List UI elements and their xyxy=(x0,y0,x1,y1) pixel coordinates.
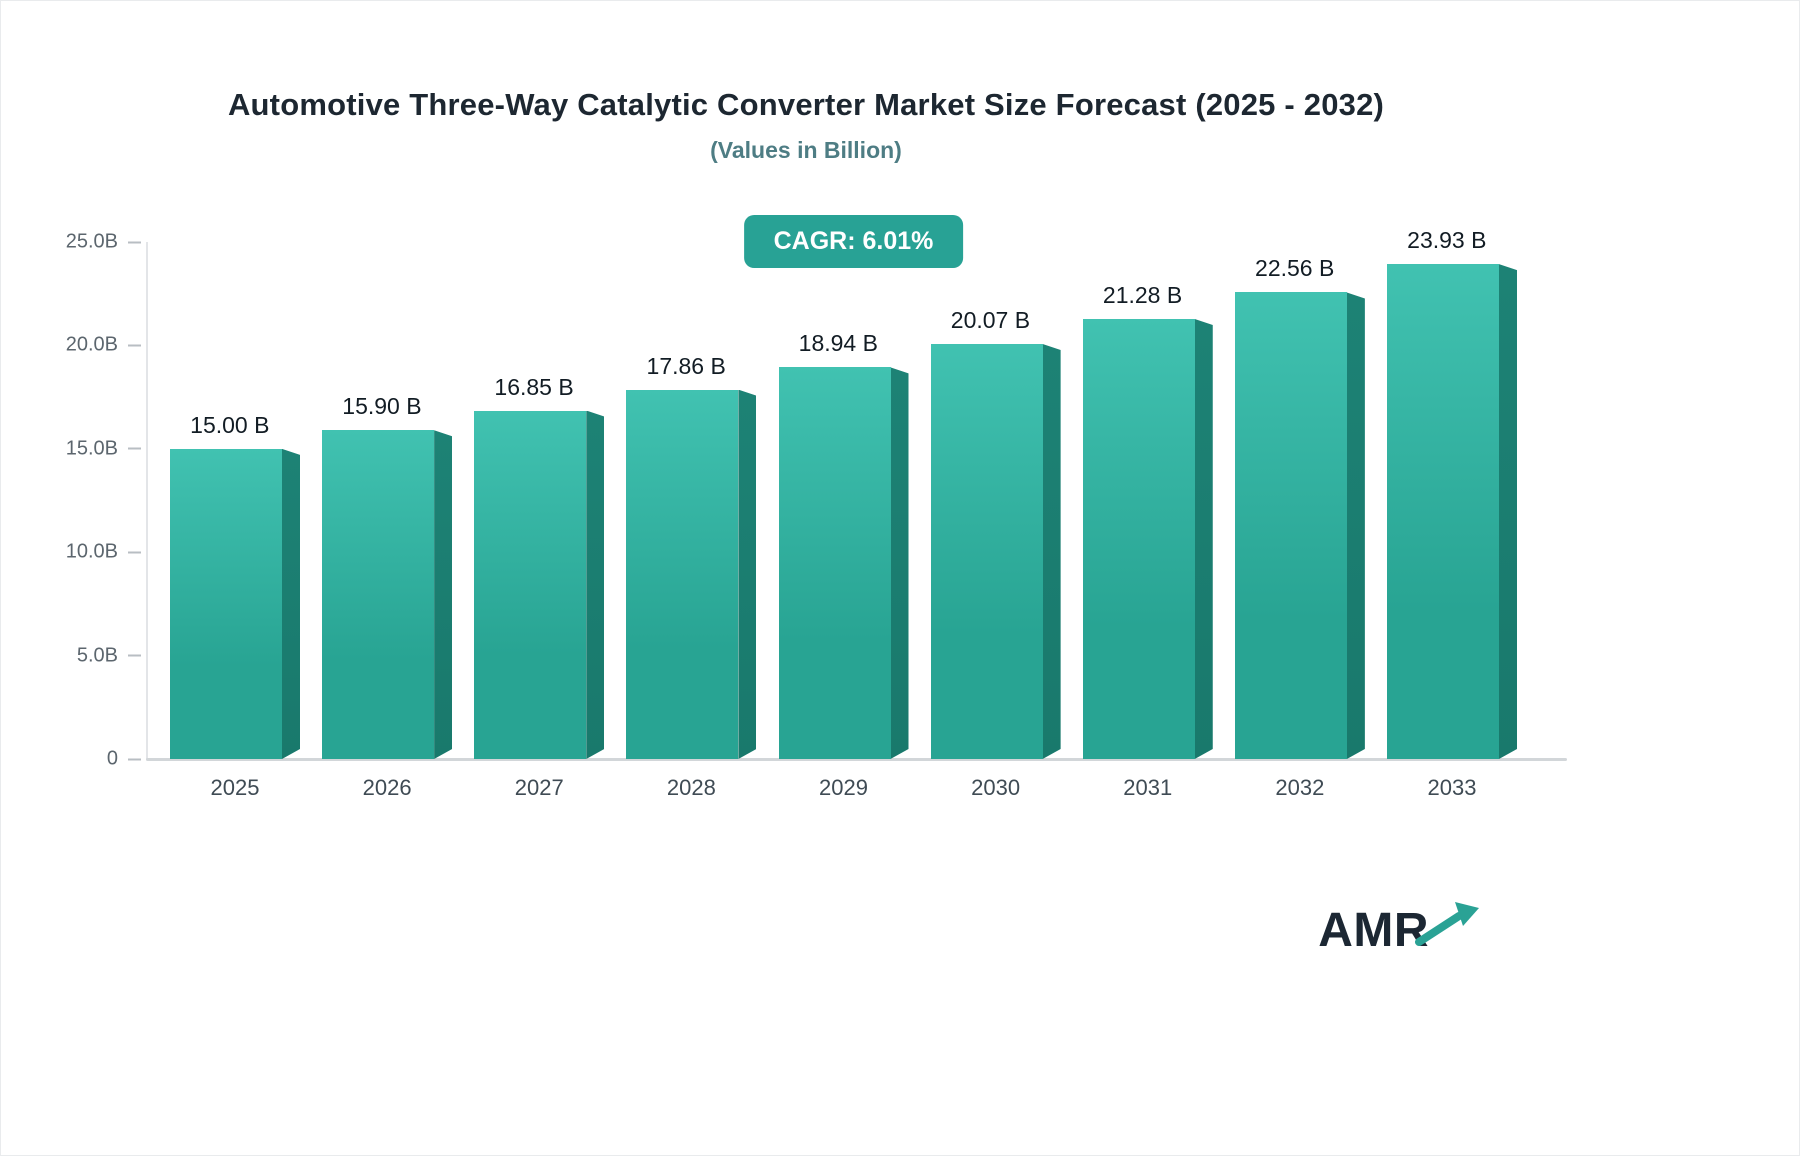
bar-side-face xyxy=(1499,264,1517,759)
x-axis-label: 2028 xyxy=(666,775,716,800)
y-axis-tick-mark xyxy=(128,344,141,347)
bar-chart: CAGR: 6.01% 0 5.0B 10.0B 15.0B 20.0B 25.0B 15… xyxy=(41,215,1571,801)
bar: 17.86 B xyxy=(626,353,756,759)
bar: 16.85 B xyxy=(474,374,604,759)
y-axis-tick-label: 10.0B xyxy=(65,540,118,563)
chart-title: Automotive Three-Way Catalytic Converter… xyxy=(227,87,1385,122)
x-axis-label: 2025 xyxy=(210,775,260,800)
x-axis-label: 2026 xyxy=(362,775,412,800)
x-axis-label: 2031 xyxy=(1123,775,1173,800)
bar-value-label: 15.90 B xyxy=(342,393,422,420)
bar-value-label: 21.28 B xyxy=(1102,281,1183,308)
y-axis-tick-label: 0 xyxy=(106,747,118,770)
y-axis-tick-mark xyxy=(128,241,141,243)
chart-subtitle: (Values in Billion) xyxy=(710,137,902,163)
x-axis-line xyxy=(146,758,1567,761)
bar-side-face xyxy=(434,430,452,759)
bar-side-face xyxy=(891,367,909,759)
brand-logo-text: AMR xyxy=(1318,904,1429,957)
y-axis-tick-label: 20.0B xyxy=(65,333,118,356)
y-axis-tick-label: 25.0B xyxy=(65,230,118,253)
x-axis-label: 2033 xyxy=(1427,775,1477,800)
y-axis-tick-mark xyxy=(128,758,141,760)
chart-container: Automotive Three-Way Catalytic Converter… xyxy=(41,1,1571,801)
bars: 15.00 B 15.90 B 16.85 B 17.86 B 18.94 B 20.07… xyxy=(146,227,1561,759)
bar-front-face xyxy=(930,343,1043,759)
x-axis-label: 2027 xyxy=(514,775,564,800)
bar: 21.28 B xyxy=(1082,282,1213,759)
y-axis-tick: 20.0B xyxy=(41,334,141,357)
bar-front-face xyxy=(170,448,282,759)
y-axis-line xyxy=(146,242,148,759)
bar-value-label: 20.07 B xyxy=(950,306,1031,333)
bar: 20.07 B xyxy=(930,307,1061,759)
y-axis-tick-label: 5.0B xyxy=(76,644,118,667)
bar-value-label: 22.56 B xyxy=(1255,255,1335,282)
bar-value-label: 15.00 B xyxy=(190,411,270,438)
bar: 23.93 B xyxy=(1387,227,1517,759)
cagr-badge: CAGR: 6.01% xyxy=(743,215,964,268)
bar-value-label: 17.86 B xyxy=(646,352,726,379)
bar-value-label: 18.94 B xyxy=(798,330,878,357)
y-axis-tick-label: 15.0B xyxy=(65,437,118,460)
bar-side-face xyxy=(586,411,604,759)
x-axis-labels: 2025 2026 2027 2028 2029 2030 2031 2032 2033 xyxy=(146,775,1561,801)
bar: 15.90 B xyxy=(322,393,452,759)
bar: 15.00 B xyxy=(170,412,300,759)
y-axis-tick: 0 xyxy=(41,748,141,771)
bar-front-face xyxy=(778,367,891,759)
bar-value-label: 23.93 B xyxy=(1407,227,1487,254)
y-axis-tick: 10.0B xyxy=(41,541,141,564)
bar-side-face xyxy=(282,449,300,759)
trend-up-arrow-icon xyxy=(1415,900,1481,951)
x-axis-label: 2030 xyxy=(971,775,1021,800)
y-axis-tick-mark xyxy=(128,654,141,657)
bar-front-face xyxy=(474,410,587,759)
y-axis-tick: 25.0B xyxy=(41,231,141,254)
bar: 18.94 B xyxy=(778,330,909,759)
y-axis-tick: 15.0B xyxy=(41,437,141,460)
y-axis-ticks: 0 5.0B 10.0B 15.0B 20.0B 25.0B xyxy=(66,231,1561,770)
bar-side-face xyxy=(738,390,756,759)
bar-front-face xyxy=(1387,264,1499,759)
bar-front-face xyxy=(1234,292,1347,759)
y-axis-tick-mark xyxy=(128,551,141,554)
bar-side-face xyxy=(1195,319,1213,759)
x-axis-label: 2032 xyxy=(1275,775,1325,800)
bar-front-face xyxy=(1082,318,1195,759)
x-axis-label: 2029 xyxy=(819,775,868,800)
bar-front-face xyxy=(626,389,739,759)
brand-logo: AMR xyxy=(1318,900,1481,958)
y-axis-tick-mark xyxy=(128,447,141,450)
y-axis-tick: 5.0B xyxy=(41,644,141,667)
plot-area: CAGR: 6.01% 0 5.0B 10.0B 15.0B 20.0B 25.0B 15… xyxy=(66,215,1567,770)
bar-value-label: 16.85 B xyxy=(494,373,574,400)
bar-front-face xyxy=(322,430,435,759)
bar-side-face xyxy=(1347,292,1365,759)
bar: 22.56 B xyxy=(1234,255,1365,759)
bar-side-face xyxy=(1043,344,1061,759)
